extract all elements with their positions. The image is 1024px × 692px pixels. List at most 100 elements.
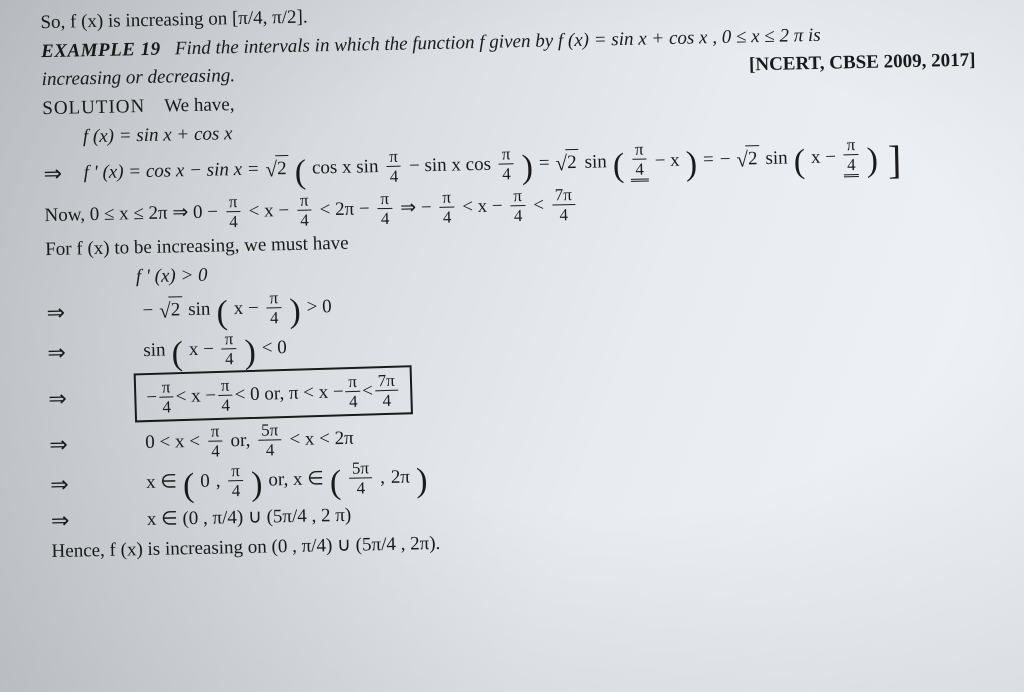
bxa: −: [146, 385, 157, 411]
f-bx4: 7π4: [374, 372, 398, 410]
lparen3-icon: (: [794, 152, 806, 173]
neg: −: [142, 298, 153, 324]
bxb: < x −: [175, 383, 216, 410]
zerolt: 0 < x <: [145, 429, 200, 456]
gt0: > 0: [306, 294, 332, 320]
ds2: 4: [225, 350, 234, 368]
dbx1: 4: [162, 398, 171, 416]
f-r1: π4: [208, 423, 223, 460]
comma1: ,: [216, 469, 221, 495]
ltbx: <: [362, 379, 373, 405]
impl: ⇒ −: [400, 195, 432, 221]
f-b: π4: [297, 192, 312, 229]
comma2: ,: [380, 465, 385, 491]
rbracket-icon: ]: [888, 150, 902, 170]
cossin: cos x sin: [312, 154, 379, 181]
nd: π: [439, 189, 454, 208]
nc: π: [377, 190, 392, 209]
sqrt2-3: 2: [736, 145, 760, 174]
fx: f (x) = sin x + cos x: [83, 123, 233, 147]
or2: or, x ∈: [268, 466, 324, 493]
rad1: 2: [275, 155, 289, 182]
f-c: π4: [377, 190, 392, 227]
lparen2-icon: (: [613, 155, 625, 176]
arr5-icon: ⇒: [50, 469, 85, 499]
d2: 4: [502, 165, 511, 183]
n7: 7π: [552, 186, 575, 205]
rad4: 2: [168, 296, 182, 323]
n4: π: [844, 136, 859, 155]
ds1: 4: [270, 309, 279, 327]
sincos: − sin x cos: [409, 152, 491, 179]
minusx: − x: [654, 148, 680, 174]
f-bx3: π4: [345, 373, 361, 410]
n2: π: [499, 145, 514, 164]
dr1: 4: [211, 442, 220, 460]
ne: π: [510, 187, 525, 206]
dd: 4: [443, 208, 452, 226]
d3: 4: [635, 160, 644, 178]
n3: π: [632, 141, 647, 160]
arr4-icon: ⇒: [49, 429, 84, 459]
n1: π: [386, 148, 401, 167]
boxed-group: − π4 < x − π4 < 0 or, π < x − π4 < 7π4: [134, 366, 413, 423]
nx1: π: [228, 463, 243, 482]
sin2: sin: [765, 145, 788, 171]
d4: 4: [847, 155, 856, 173]
source-tag: [NCERT, CBSE 2009, 2017]: [749, 48, 976, 78]
arr1-icon: ⇒: [46, 298, 81, 328]
sqrt2-4: 2: [159, 296, 183, 325]
rp6-icon: ): [251, 474, 263, 495]
rad3: 2: [746, 145, 760, 172]
lp5-icon: (: [171, 344, 183, 365]
bxc: < 0 or, π < x −: [234, 379, 344, 408]
sin1: sin: [584, 149, 607, 175]
fprime-lhs: f ' (x) = cos x − sin x =: [83, 156, 260, 185]
dbx2: 4: [221, 396, 230, 414]
sp3: [88, 397, 128, 398]
f-bx2: π4: [218, 377, 234, 414]
example-text-b: increasing or decreasing.: [41, 65, 235, 90]
sp6: [91, 519, 141, 520]
nx2: 5π: [349, 460, 372, 479]
dbx3: 4: [349, 392, 358, 410]
db: 4: [300, 211, 309, 229]
da: 4: [229, 212, 238, 230]
lt2pi: < x < 2π: [289, 426, 354, 453]
nbx2: π: [218, 377, 233, 396]
lparen-icon: (: [295, 162, 307, 183]
sintxt: sin: [188, 297, 211, 323]
solution-intro: We have,: [164, 94, 235, 116]
rp7-icon: ): [416, 471, 428, 492]
arr6-icon: ⇒: [51, 506, 86, 536]
eq2: =: [703, 147, 714, 173]
rparen-icon: ): [521, 157, 533, 178]
nr1: π: [208, 423, 223, 442]
eq1: =: [539, 150, 550, 176]
rp4-icon: ): [289, 302, 301, 323]
lt1: < x −: [248, 198, 289, 224]
lp6-icon: (: [183, 476, 195, 497]
de: 4: [514, 206, 523, 224]
pi4-underline: π4: [630, 141, 649, 182]
f-e: π4: [510, 187, 525, 224]
nbx1: π: [159, 379, 174, 398]
xminus: x −: [811, 144, 837, 170]
nbx3: π: [345, 373, 360, 392]
xin-union: x ∈ (0 , π/4) ∪ (5π/4 , 2 π): [147, 502, 352, 532]
frac-pi4-3: π4: [844, 136, 859, 177]
implies-icon: ⇒: [43, 158, 78, 188]
xm1: x −: [234, 296, 260, 322]
sp4: [89, 443, 139, 444]
dx1: 4: [232, 482, 241, 500]
rad2: 2: [565, 148, 579, 175]
nbx4: 7π: [374, 372, 398, 392]
sp1: [87, 311, 137, 312]
lp7-icon: (: [330, 473, 342, 494]
lt3: <: [533, 193, 544, 219]
sp2: [87, 351, 137, 352]
frac-pi4-1: π4: [386, 148, 401, 185]
f-r2: 5π4: [258, 422, 282, 459]
d7: 4: [559, 205, 568, 223]
frac-pi4-2: π4: [499, 145, 514, 182]
